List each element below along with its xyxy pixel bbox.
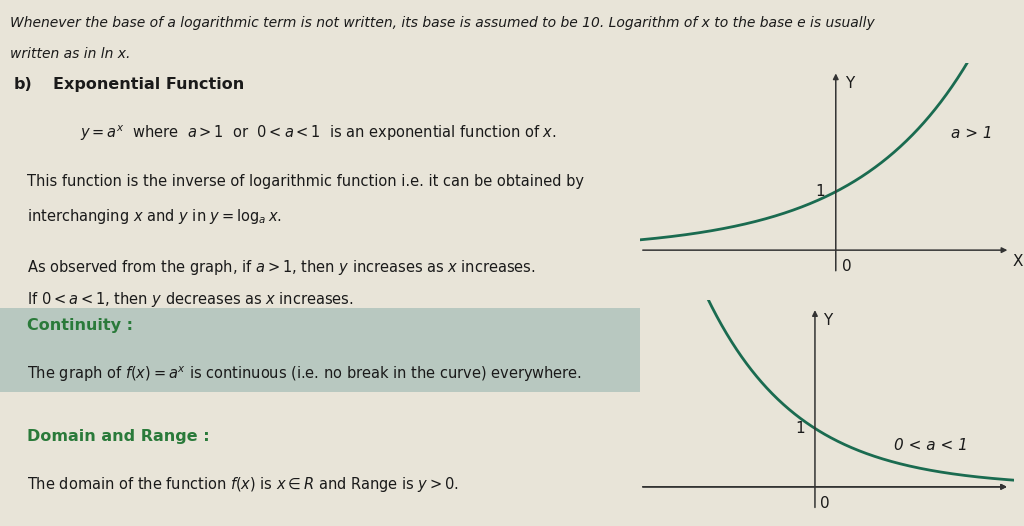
Text: Domain and Range :: Domain and Range : [27,429,209,444]
Text: 0: 0 [842,259,851,274]
Text: interchanging $x$ and $y$ in $y=\log_a x$.: interchanging $x$ and $y$ in $y=\log_a x… [27,207,282,226]
Text: 1: 1 [796,421,806,436]
Text: Exponential Function: Exponential Function [53,77,245,92]
Text: Y: Y [823,313,833,328]
Text: a > 1: a > 1 [951,126,993,141]
Text: 1: 1 [815,184,825,199]
Text: b): b) [13,77,32,92]
Text: If $0<a<1$, then $y$ decreases as $x$ increases.: If $0<a<1$, then $y$ decreases as $x$ in… [27,290,353,309]
Text: X: X [1013,255,1023,269]
Text: This function is the inverse of logarithmic function i.e. it can be obtained by: This function is the inverse of logarith… [27,174,584,189]
Text: As observed from the graph, if $a>1$, then $y$ increases as $x$ increases.: As observed from the graph, if $a>1$, th… [27,258,536,277]
Text: Whenever the base of a logarithmic term is not written, its base is assumed to b: Whenever the base of a logarithmic term … [10,16,874,30]
Text: 0: 0 [819,495,829,511]
Text: The domain of the function $f(x)$ is $x\in R$ and Range is $y>0$.: The domain of the function $f(x)$ is $x\… [27,475,459,494]
Text: written as in ln x.: written as in ln x. [10,47,131,62]
FancyBboxPatch shape [0,308,666,392]
Text: 0 < a < 1: 0 < a < 1 [895,439,969,453]
Text: The graph of $f(x)=a^x$ is continuous (i.e. no break in the curve) everywhere.: The graph of $f(x)=a^x$ is continuous (i… [27,364,582,383]
Text: Continuity :: Continuity : [27,318,133,333]
Text: $y=a^x$  where  $a>1$  or  $0<a<1$  is an exponential function of $x$.: $y=a^x$ where $a>1$ or $0<a<1$ is an exp… [80,123,556,143]
Text: Y: Y [845,76,854,91]
